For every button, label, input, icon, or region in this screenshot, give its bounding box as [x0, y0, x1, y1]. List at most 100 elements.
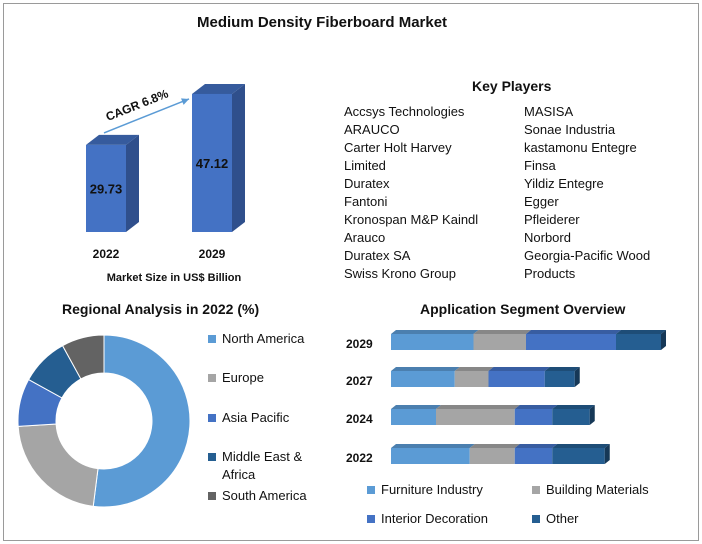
key-player-item: Limited	[344, 158, 386, 173]
legend-swatch	[532, 515, 540, 523]
y-tick-label: 2029	[346, 337, 373, 351]
key-player-item: Accsys Technologies	[344, 104, 465, 119]
legend-label: Furniture Industry	[381, 482, 483, 497]
segment-top	[391, 444, 475, 448]
legend-label: Europe	[222, 370, 264, 385]
key-player-item: Egger	[524, 194, 559, 209]
bar-2029	[192, 93, 232, 232]
legend-label: Middle East & Africa	[222, 449, 303, 482]
key-player-item: Duratex SA	[344, 248, 411, 263]
legend-swatch	[208, 414, 216, 422]
segment-side	[574, 367, 580, 387]
key-player-item: Pfleiderer	[524, 212, 580, 227]
segment-top	[526, 330, 621, 334]
segment-bar	[514, 448, 553, 464]
key-player-item: Kronospan M&P Kaindl	[344, 212, 479, 227]
page-title: Medium Density Fiberboard Market	[197, 14, 448, 31]
segment-bar	[488, 371, 545, 387]
x-axis-label: Market Size in US$ Billion	[107, 272, 242, 284]
key-player-item: Yildiz Entegre	[524, 176, 604, 191]
x-tick-label: 2029	[199, 247, 226, 261]
segment-bar	[454, 371, 489, 387]
legend-label: Interior Decoration	[381, 511, 488, 526]
cagr-arrow-head	[181, 98, 189, 105]
regional-chart-title: Regional Analysis in 2022 (%)	[62, 301, 260, 317]
segment-bar	[391, 371, 455, 387]
segment-side	[661, 330, 666, 350]
segment-top	[469, 444, 520, 448]
key-player-item: Arauco	[344, 230, 386, 245]
segment-top	[616, 330, 666, 334]
key-player-item: Georgia-Pacific Wood	[524, 248, 651, 263]
legend-swatch	[367, 486, 375, 494]
segment-bar	[469, 448, 515, 464]
segment-bar	[616, 334, 661, 350]
segment-top	[514, 444, 558, 448]
cagr-annotation: CAGR 6.8%	[104, 86, 171, 124]
key-player-item: kastamonu Entegre	[524, 140, 637, 155]
bar-2022	[86, 144, 126, 232]
segment-chart-title: Application Segment Overview	[420, 301, 626, 317]
infographic-frame: Medium Density Fiberboard Market 29.73 20…	[3, 3, 699, 541]
key-player-item: Norbord	[524, 230, 571, 245]
legend-swatch	[208, 453, 216, 461]
bar-value-label: 29.73	[90, 181, 123, 196]
segment-top	[391, 367, 460, 371]
segment-bar	[514, 409, 553, 425]
segment-top	[473, 330, 531, 334]
legend-item: Europe	[208, 369, 264, 387]
legend-item: South America	[208, 487, 307, 505]
segment-top	[514, 405, 558, 409]
segment-top	[436, 405, 520, 409]
legend-label: North America	[222, 331, 305, 346]
donut-slice-europe	[17, 423, 99, 507]
key-player-item: Carter Holt Harvey	[344, 140, 452, 155]
key-player-item: ARAUCO	[344, 122, 400, 137]
legend-item: North America	[208, 330, 304, 348]
segment-bar	[391, 448, 470, 464]
legend-item: Building Materials	[532, 481, 649, 499]
y-tick-label: 2024	[346, 412, 373, 426]
segment-top	[552, 444, 610, 448]
segment-top	[488, 367, 550, 371]
legend-swatch	[208, 374, 216, 382]
segment-top	[391, 330, 479, 334]
y-tick-label: 2027	[346, 374, 373, 388]
segment-side	[604, 444, 610, 464]
segment-bar	[544, 371, 575, 387]
segment-stacked-bar-chart: 2029 2027 2024 2022	[346, 330, 666, 465]
segment-top	[391, 405, 441, 409]
legend-swatch	[367, 515, 375, 523]
legend-label: Other	[546, 511, 579, 526]
legend-label: South America	[222, 488, 307, 503]
legend-item: Interior Decoration	[367, 510, 488, 528]
regional-donut-chart	[17, 334, 191, 508]
bar-top-2029	[192, 83, 245, 94]
key-player-item: Duratex	[344, 176, 390, 191]
legend-swatch	[208, 335, 216, 343]
legend-item: Middle East & Africa	[208, 448, 302, 484]
cagr-arrow-line	[103, 98, 190, 134]
segment-bar	[552, 409, 590, 425]
key-player-item: Finsa	[524, 158, 556, 173]
segment-top	[544, 367, 580, 371]
bar-value-label: 47.12	[196, 156, 229, 171]
bar-side-2029	[232, 83, 245, 232]
legend-item: Furniture Industry	[367, 481, 483, 499]
bar-top-2022	[86, 134, 139, 145]
segment-bar	[552, 448, 605, 464]
segment-side	[589, 405, 595, 425]
legend-label: Building Materials	[546, 482, 649, 497]
donut-slice-north-america	[92, 334, 191, 508]
key-player-item: Fantoni	[344, 194, 388, 209]
segment-bar	[526, 334, 616, 350]
bar-side-2022	[126, 134, 139, 232]
segment-top	[552, 405, 595, 409]
legend-item: Other	[532, 510, 579, 528]
legend-label: Asia Pacific	[222, 410, 290, 425]
key-player-item: Swiss Krono Group	[344, 266, 456, 281]
segment-bar	[473, 334, 526, 350]
segment-bar	[391, 334, 474, 350]
key-players-title: Key Players	[472, 78, 552, 94]
key-player-item: Sonae Industria	[524, 122, 616, 137]
